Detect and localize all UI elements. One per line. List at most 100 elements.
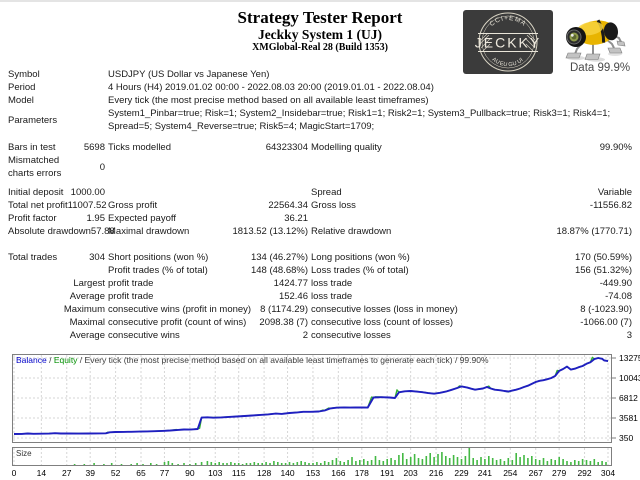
legend-model: Every tick (the most precise method base… xyxy=(84,355,453,365)
stat-value: 8 (-1023.90) xyxy=(580,304,632,315)
legend-quality: 99.90% xyxy=(459,355,489,365)
report-row: Profit trades (% of total) 148 (48.68%) Lo… xyxy=(0,264,640,277)
stat-label: Total trades xyxy=(8,252,58,263)
x-axis-tick-label: 166 xyxy=(331,468,346,478)
stat-label: Absolute drawdown xyxy=(8,226,91,237)
chart-x-axis-labels: 0 14 27 39 52 65 77 90 103 115 128 140 153 166 178 191 2… xyxy=(12,468,640,479)
stat-value: 3 xyxy=(626,330,632,341)
badge-bottom-arc-text: EU xyxy=(499,61,508,68)
stat-label: consecutive profit (count of wins) xyxy=(108,317,247,328)
stat-value: 18.87% (1770.71) xyxy=(556,226,632,237)
legend-separator: / xyxy=(77,355,85,365)
stat-value: 1.95 xyxy=(86,213,106,224)
stat-label: consecutive wins xyxy=(108,330,180,341)
stat-value: 22564.34 xyxy=(268,200,308,211)
stat-value: -74.08 xyxy=(605,291,632,302)
stat-value: 99.90% xyxy=(599,142,632,153)
page-title: Strategy Tester Report xyxy=(237,8,403,27)
stat-value: 148 (48.68%) xyxy=(250,265,308,276)
stat-label: Relative drawdown xyxy=(311,226,392,237)
stat-label: Mismatched charts errors xyxy=(8,155,62,179)
legend-separator: / xyxy=(452,355,460,365)
report-header: Strategy Tester Report Jeckky System 1 (… xyxy=(0,8,640,54)
badge-name-text: JECKKY xyxy=(475,35,541,51)
stat-value: Average xyxy=(69,291,105,302)
chart-legend: Balance / Equity / Every tick (the most … xyxy=(16,355,489,365)
stat-value: 304 xyxy=(89,252,105,263)
stat-value: 1424.77 xyxy=(273,278,308,289)
stat-value: 2098.38 (7) xyxy=(259,317,308,328)
y-axis-tick-label: 350 xyxy=(619,433,633,443)
server-build: XMGlobal-Real 28 (Build 1353) xyxy=(252,42,388,53)
stat-label: Expected payoff xyxy=(108,213,176,224)
y-axis-tick-label: 10043 xyxy=(619,373,640,383)
stat-value: 11007.52 xyxy=(67,200,107,211)
stat-value: 64323304 xyxy=(265,142,308,153)
stat-label: Total net profit xyxy=(8,200,68,211)
stat-value: System1_Pinbar=true; Risk=1; System2_Ins… xyxy=(108,108,611,132)
x-axis-tick-label: 254 xyxy=(503,468,518,478)
legend-equity: Equity xyxy=(53,355,78,365)
robot-bug-icon xyxy=(565,19,626,62)
stat-label: Spread xyxy=(311,187,342,198)
jeckky-stamp-icon: CCI+EMA JECKKY AU EU GU UI xyxy=(463,10,553,74)
report-section: Total trades 304 Short positions (won %) 13… xyxy=(0,251,640,342)
report-row: Bars in test 5698 Ticks modelled 64323304 Mo… xyxy=(0,141,640,154)
x-axis-tick-label: 279 xyxy=(552,468,567,478)
report-row: Period 4 Hours (H4) 2019.01.02 00:00 - 20… xyxy=(0,81,640,94)
stat-value: 4 Hours (H4) 2019.01.02 00:00 - 2022.08.… xyxy=(108,82,434,93)
report-row: Total trades 304 Short positions (won %) 13… xyxy=(0,251,640,264)
size-panel-label: Size xyxy=(16,449,32,458)
x-axis-tick-label: 103 xyxy=(208,468,223,478)
report-section: Symbol USDJPY (US Dollar vs Japanese Yen)… xyxy=(0,68,640,133)
report-row: Average profit trade 152.46 loss trade -74.0… xyxy=(0,290,640,303)
report-table: Symbol USDJPY (US Dollar vs Japanese Yen)… xyxy=(0,68,640,342)
x-axis-tick-label: 292 xyxy=(577,468,592,478)
y-axis-tick-label: 13275 xyxy=(619,354,640,363)
badge-bottom-arc-text: UI xyxy=(516,57,524,65)
stat-value: Maximum xyxy=(63,304,105,315)
x-axis-tick-label: 267 xyxy=(528,468,543,478)
stat-label: Long positions (won %) xyxy=(311,252,410,263)
stat-label: consecutive wins (profit in money) xyxy=(108,304,252,315)
stat-label: loss trade xyxy=(311,291,353,302)
x-axis-tick-label: 304 xyxy=(600,468,616,478)
stat-label: consecutive loss (count of losses) xyxy=(311,317,454,328)
stat-value: 57.88 xyxy=(90,226,115,237)
stat-value: Variable xyxy=(597,187,632,198)
x-axis-tick-label: 153 xyxy=(305,468,321,478)
stat-label: consecutive losses xyxy=(311,330,391,341)
stat-value: 0 xyxy=(99,161,105,173)
report-row: Parameters System1_Pinbar=true; Risk=1; S… xyxy=(0,107,640,133)
report-row: Total net profit 11007.52 Gross profit 2256… xyxy=(0,199,640,212)
report-row: Model Every tick (the most precise method… xyxy=(0,94,640,107)
legend-separator: / xyxy=(46,355,54,365)
stat-label: Initial deposit xyxy=(8,187,64,198)
data-quality-note: Data 99.9% xyxy=(570,62,631,74)
stat-value: Average xyxy=(69,330,105,341)
stat-value: -449.90 xyxy=(599,278,632,289)
stat-value: Maximal xyxy=(69,317,105,328)
x-axis-tick-label: 140 xyxy=(280,468,295,478)
x-axis-tick-label: 128 xyxy=(257,468,272,478)
y-axis-tick-label: 6812 xyxy=(619,393,638,403)
x-axis-tick-label: 203 xyxy=(403,468,418,478)
stat-label: Parameters xyxy=(8,114,58,126)
stat-label: Maximal drawdown xyxy=(108,226,190,237)
report-row: Profit factor 1.95 Expected payoff 36.21 xyxy=(0,212,640,225)
stat-value: 156 (51.32%) xyxy=(574,265,632,276)
stat-value: 1813.52 (13.12%) xyxy=(232,226,308,237)
report-section: Initial deposit 1000.00 Spread Variable Tota… xyxy=(0,186,640,238)
stat-value: 1000.00 xyxy=(70,187,105,198)
stat-label: Gross loss xyxy=(311,200,356,211)
stat-value: 2 xyxy=(302,330,308,341)
badge-bottom-arc-text: AU xyxy=(491,57,501,66)
report-row: Average consecutive wins 2 consecutive loss… xyxy=(0,329,640,342)
stat-value: Every tick (the most precise method base… xyxy=(108,95,429,106)
stat-label: profit trade xyxy=(108,291,154,302)
x-axis-tick-label: 65 xyxy=(136,468,146,478)
stat-label: profit trade xyxy=(108,278,154,289)
stat-value: -1066.00 (7) xyxy=(580,317,632,328)
stat-label: Gross profit xyxy=(108,200,158,211)
